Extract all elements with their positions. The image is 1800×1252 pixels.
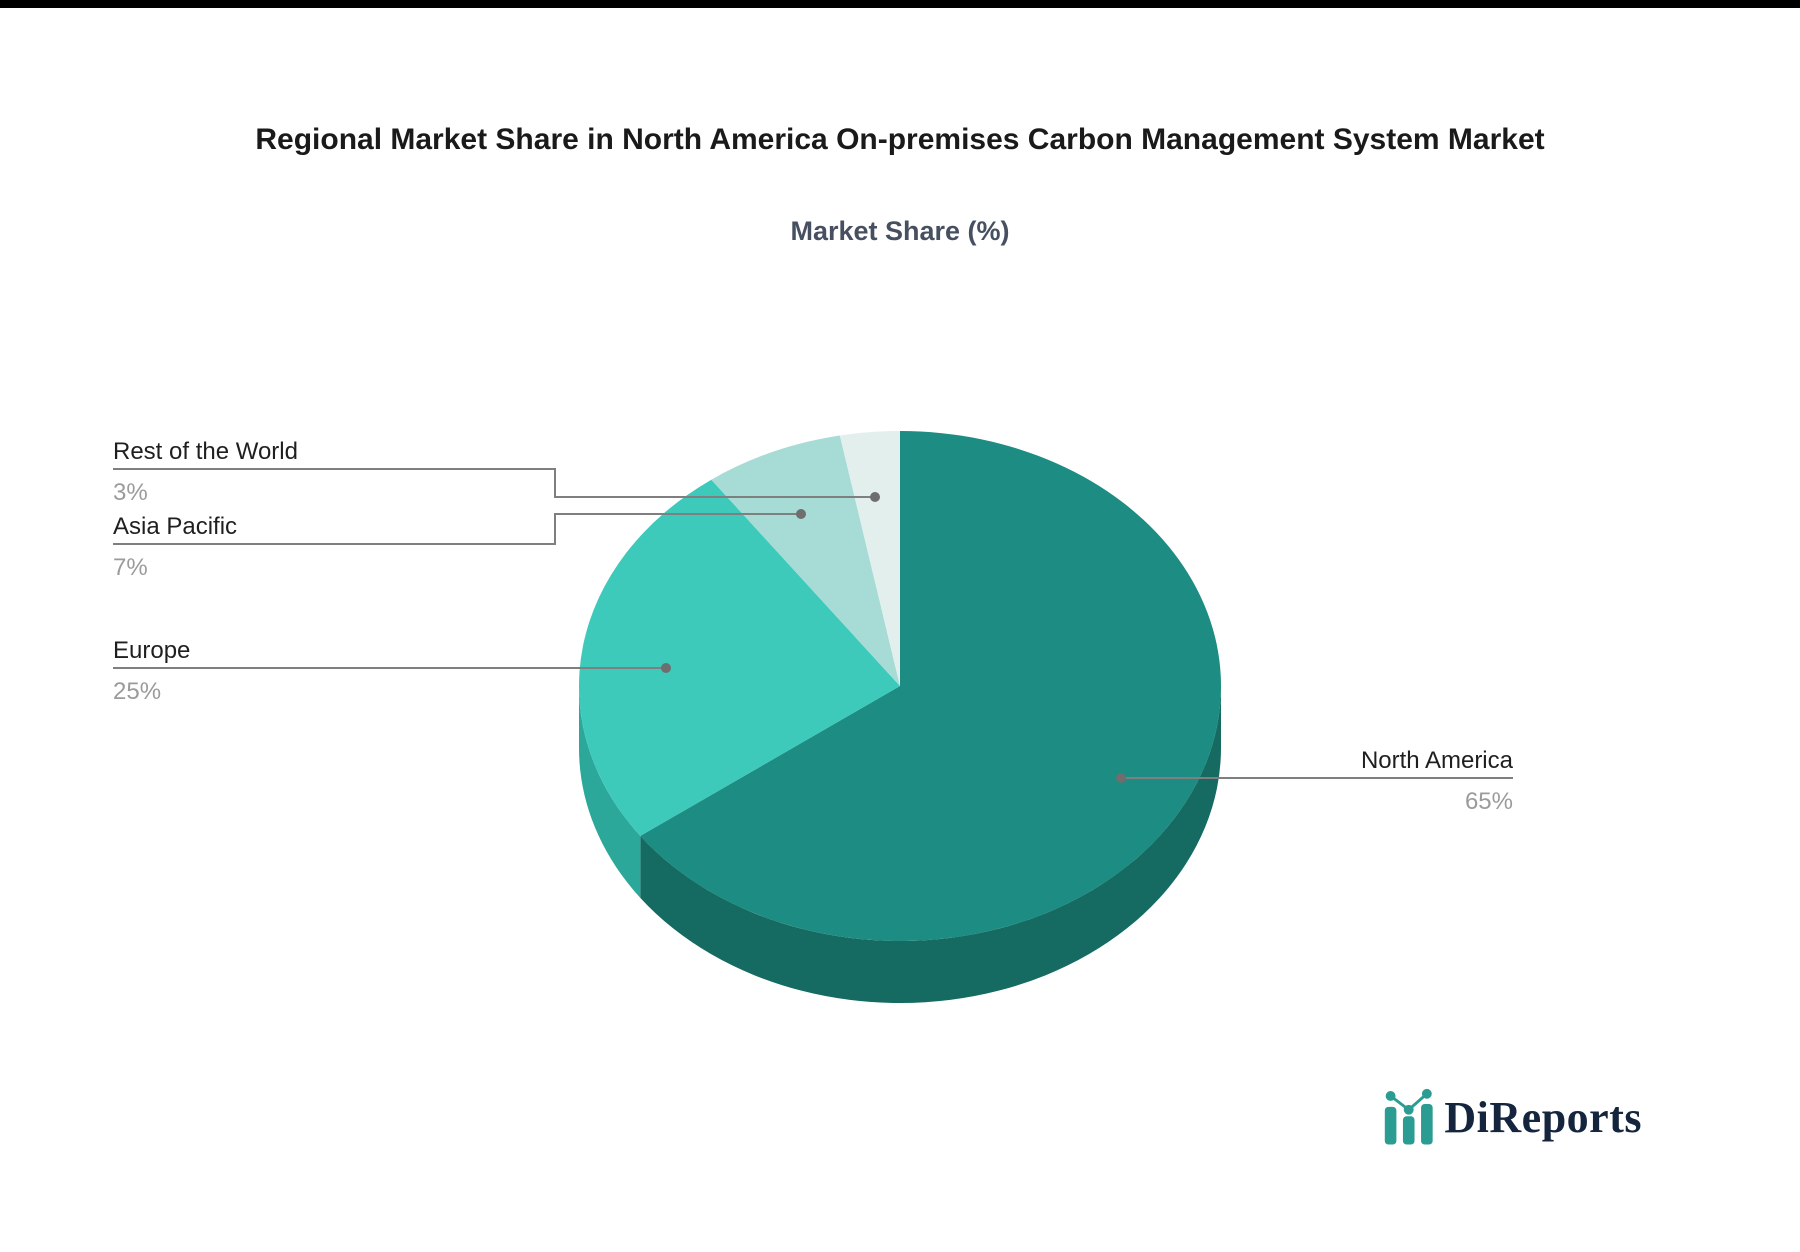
value-europe: 25% [113, 678, 162, 705]
label-asia-pacific: Asia Pacific [113, 513, 238, 540]
label-north-america: North America [1360, 747, 1513, 774]
value-north-america: 65% [1464, 788, 1513, 815]
callout-line-europe [113, 663, 671, 673]
pie-slice-north-america[interactable] [640, 431, 1221, 942]
label-rest-of-world: Rest of the World [113, 438, 298, 465]
callout-dot-rest-of-world [870, 492, 880, 502]
callout-line-north-america [1116, 773, 1513, 783]
pie-slice-asia-pacific[interactable] [711, 435, 900, 686]
pie-slice-europe[interactable] [578, 479, 900, 836]
pie-slice-rest-of-the-world[interactable] [839, 431, 900, 686]
pie-slice-side-europe[interactable] [579, 686, 641, 898]
callout-line-rest-of-world [113, 468, 880, 502]
value-rest-of-world: 3% [113, 479, 148, 506]
callout-line-asia-pacific [113, 509, 806, 545]
pie-slice-side-north-america[interactable] [640, 686, 1221, 1003]
chart-title: Regional Market Share in North America O… [255, 123, 1545, 156]
callout-dot-north-america [1116, 773, 1126, 783]
chart-subtitle: Market Share (%) [790, 216, 1010, 246]
bar-line-chart-icon [1385, 1088, 1434, 1145]
top-border [0, 0, 1800, 8]
callout-dot-europe [661, 663, 671, 673]
value-asia-pacific: 7% [113, 554, 148, 581]
direports-logo: DiReports [1381, 1088, 1642, 1146]
label-europe: Europe [113, 637, 191, 664]
callout-dot-asia-pacific [796, 509, 806, 519]
pie-group [578, 431, 1221, 1003]
logo-text: DiReports [1444, 1092, 1642, 1142]
